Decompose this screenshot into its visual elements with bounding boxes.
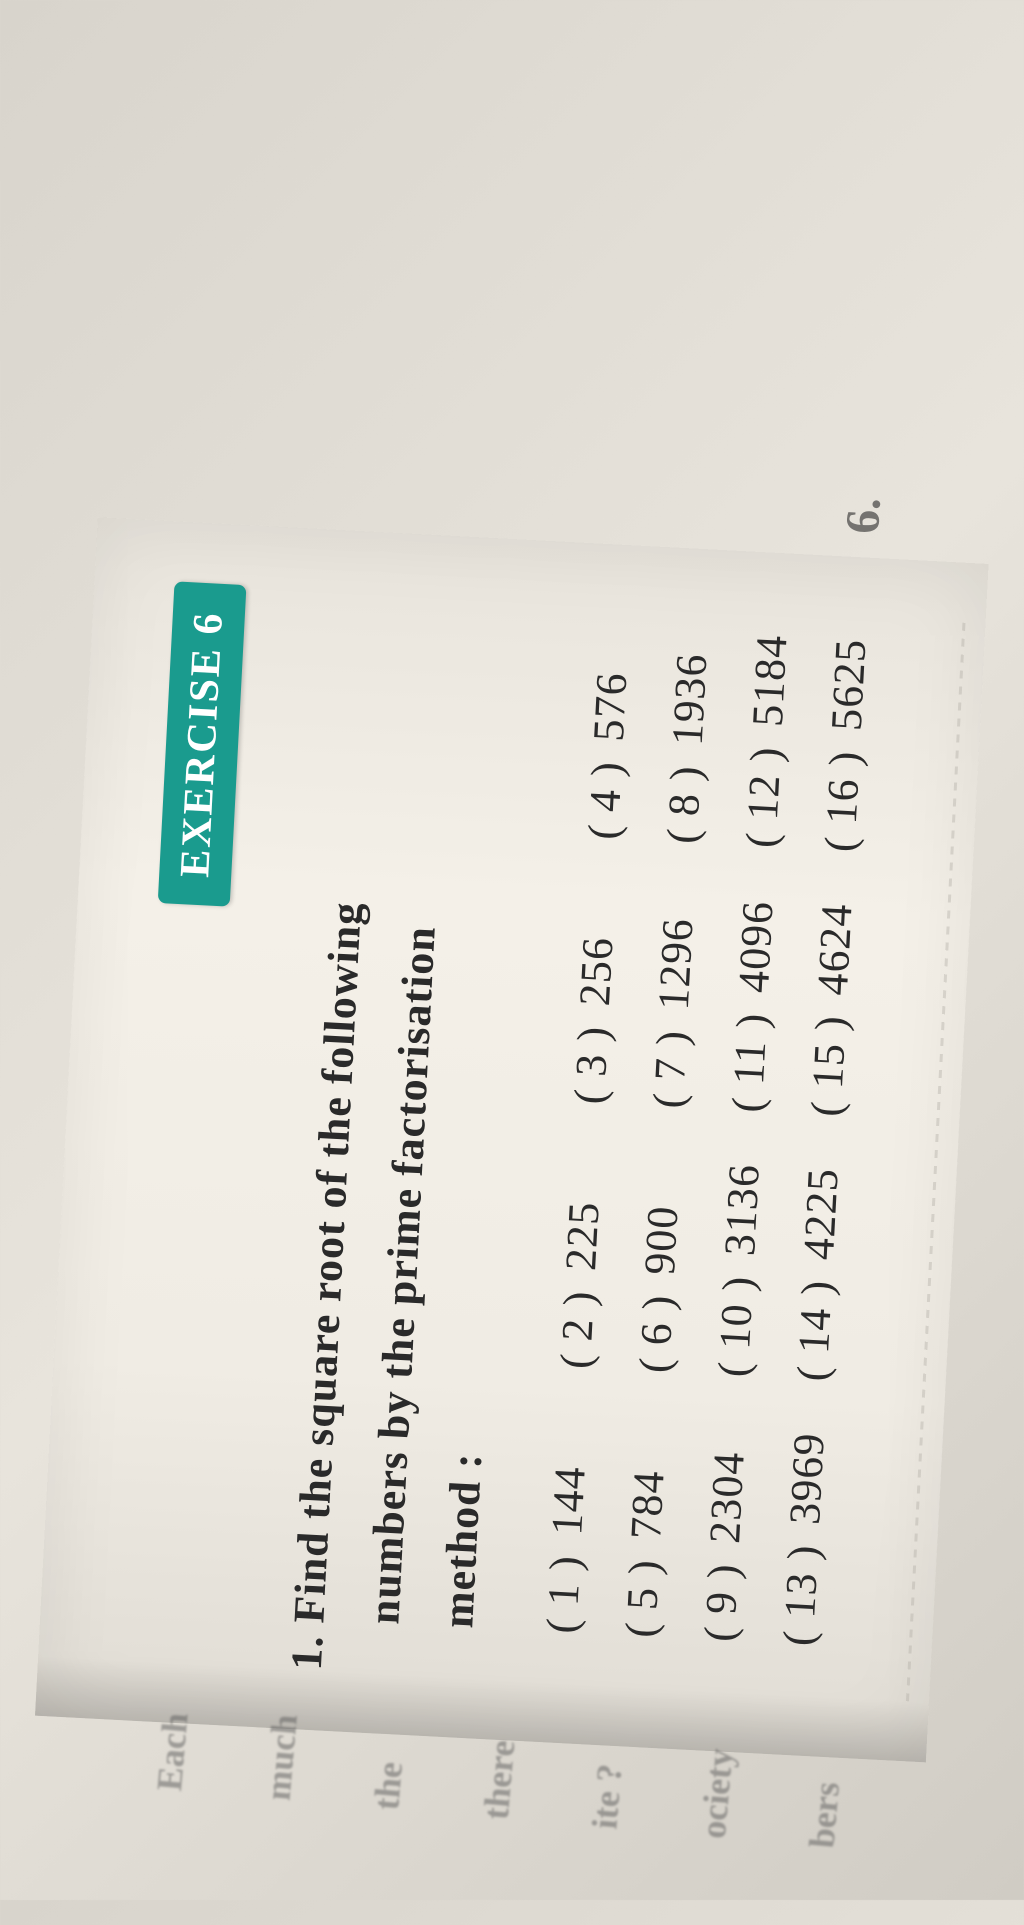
item-value: 5625 [822, 637, 876, 731]
item-label: ( 13 ) [774, 1543, 828, 1647]
item-value: 4096 [729, 900, 783, 994]
item-label: ( 10 ) [709, 1274, 763, 1378]
item-value: 3136 [715, 1163, 769, 1257]
item-label: ( 5 ) [616, 1558, 669, 1639]
margin-word: Each [130, 1698, 217, 1795]
page-container: Each much the there ite ? ociety bers EX… [0, 355, 1024, 1925]
number-item: ( 13 ) 3969 [773, 1410, 836, 1647]
number-item: ( 11 ) 4096 [722, 876, 785, 1113]
item-label: ( 7 ) [644, 1029, 697, 1110]
item-value: 5184 [743, 633, 797, 727]
number-item: ( 15 ) 4624 [801, 880, 864, 1117]
item-value: 900 [635, 1204, 688, 1275]
item-value: 256 [570, 936, 623, 1007]
number-item: ( 16 ) 5625 [815, 616, 878, 853]
item-label: ( 3 ) [565, 1025, 618, 1106]
item-label: ( 2 ) [551, 1289, 604, 1370]
exercise-badge: EXERCISE 6 [158, 582, 247, 908]
item-value: 4624 [808, 902, 862, 996]
wavy-border-decoration [906, 623, 966, 1702]
number-grid: ( 1 ) 144 ( 2 ) 225 ( 3 ) 256 ( 4 ) 576 [534, 603, 878, 1697]
item-value: 784 [622, 1469, 675, 1540]
margin-word: the [348, 1717, 435, 1814]
item-value: 144 [543, 1465, 596, 1536]
margin-word: ite ? [565, 1736, 652, 1833]
item-value: 576 [584, 671, 637, 742]
number-item: ( 4 ) 576 [578, 603, 641, 840]
item-label: ( 1 ) [537, 1554, 590, 1635]
number-item: ( 9 ) 2304 [694, 1406, 757, 1643]
item-label: ( 4 ) [579, 760, 632, 841]
page-content: Each much the there ite ? ociety bers EX… [35, 517, 989, 1762]
number-item: ( 3 ) 256 [564, 868, 627, 1105]
item-label: ( 15 ) [802, 1014, 856, 1118]
item-label: ( 8 ) [658, 764, 711, 845]
item-value: 2304 [700, 1450, 754, 1544]
item-value: 1296 [649, 917, 703, 1011]
margin-word: much [239, 1707, 326, 1804]
number-item: ( 12 ) 5184 [736, 612, 799, 849]
item-label: ( 12 ) [737, 745, 791, 849]
number-item: ( 14 ) 4225 [787, 1145, 850, 1382]
number-item: ( 1 ) 144 [536, 1397, 599, 1634]
item-label: ( 6 ) [630, 1293, 683, 1374]
item-label: ( 11 ) [723, 1011, 777, 1113]
item-value: 3969 [780, 1431, 834, 1525]
margin-word: bers [783, 1755, 870, 1852]
side-page-number: 6. [835, 496, 892, 535]
margin-word: there [456, 1726, 543, 1823]
item-value: 4225 [794, 1167, 848, 1261]
item-value: 1936 [663, 652, 717, 746]
item-label: ( 9 ) [695, 1562, 748, 1643]
item-label: ( 14 ) [788, 1279, 842, 1383]
number-item: ( 7 ) 1296 [643, 872, 706, 1109]
margin-word: ociety [674, 1746, 761, 1843]
number-item: ( 5 ) 784 [615, 1401, 678, 1638]
question-number: 1. [282, 1634, 333, 1672]
item-label: ( 16 ) [816, 749, 870, 853]
number-item: ( 2 ) 225 [550, 1133, 613, 1370]
question-block: 1. Find the square root of the following… [240, 588, 878, 1697]
number-item: ( 10 ) 3136 [708, 1141, 771, 1378]
number-item: ( 8 ) 1936 [657, 608, 720, 845]
item-value: 225 [556, 1200, 609, 1271]
margin-text-block: Each much the there ite ? ociety bers [130, 1698, 899, 1854]
number-item: ( 6 ) 900 [629, 1137, 692, 1374]
